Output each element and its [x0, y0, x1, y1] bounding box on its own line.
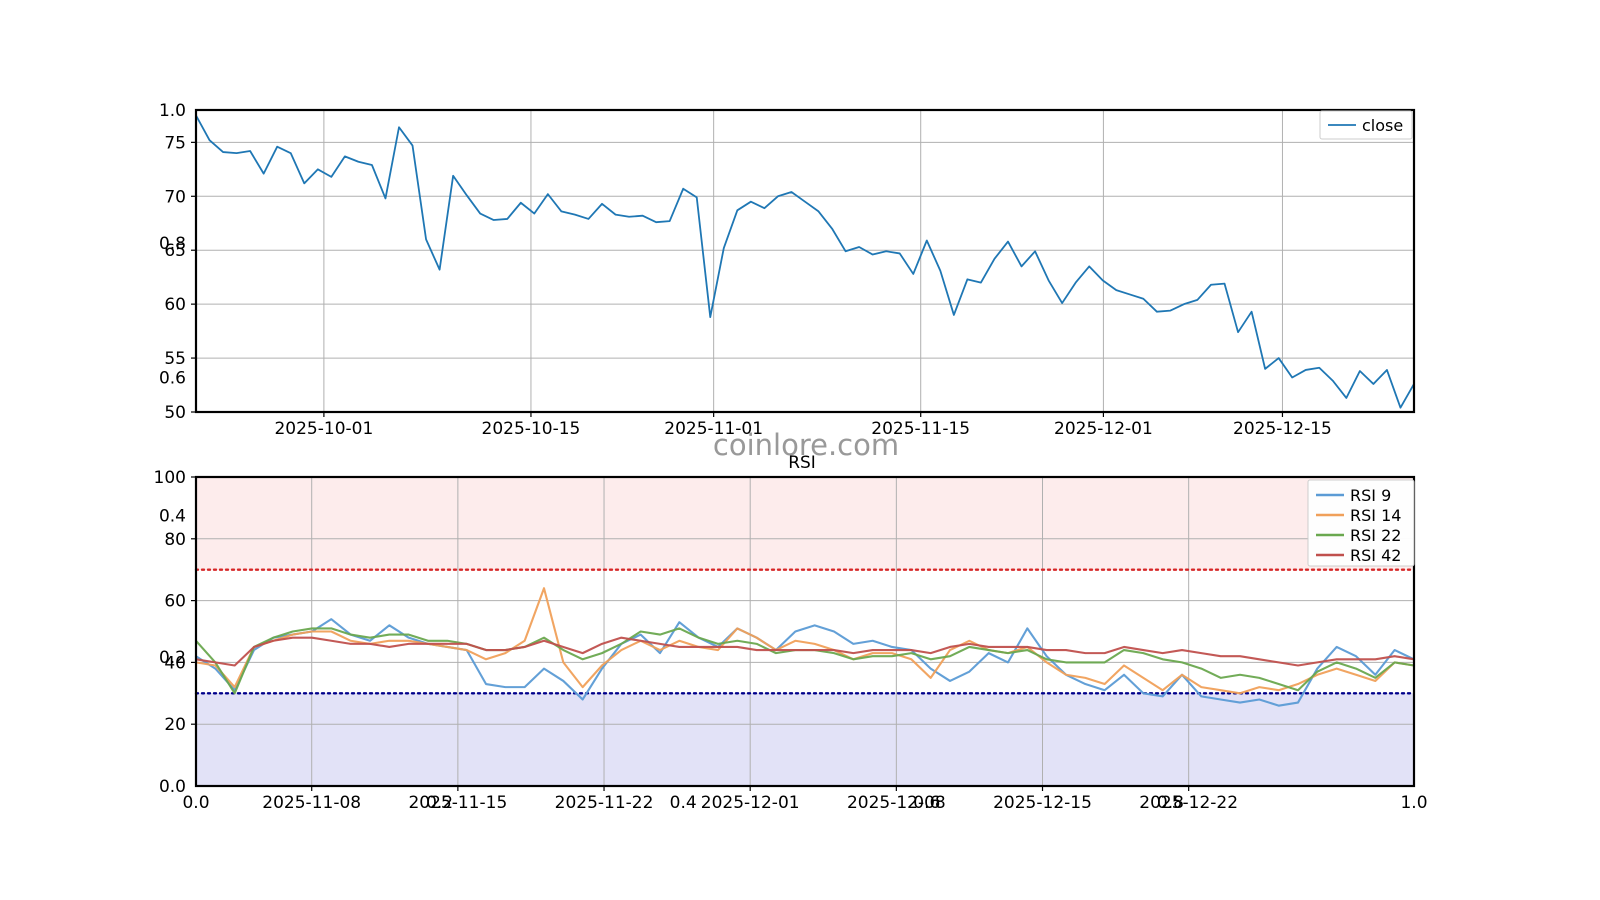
rsi-line-rsi-9: [194, 618, 1416, 707]
price-y-tick-label-overlay: 1.0: [159, 101, 186, 121]
rsi-x-tick-label-overlay: 1.0: [1400, 793, 1427, 813]
price-line-close: [195, 114, 1415, 409]
rsi-y-tick-label: 80: [164, 530, 186, 550]
price-legend[interactable]: [1319, 110, 1413, 140]
rsi-legend[interactable]: [1307, 479, 1415, 567]
price-panel: [191, 108, 1416, 417]
rsi-x-tick-label: 2025-12-15: [993, 793, 1092, 813]
rsi-line-rsi-42: [194, 636, 1416, 667]
rsi-y-tick-label: 20: [164, 715, 186, 735]
rsi-x-tick-label: 2025-12-08: [847, 793, 946, 813]
rsi-band-oversold: [196, 693, 1414, 786]
rsi-x-tick-label-overlay: 0.0: [182, 793, 209, 813]
rsi-y-tick-label: 60: [164, 592, 186, 612]
price-y-tick-label-overlay: 0.8: [159, 234, 186, 254]
price-y-tick-label: 65: [164, 241, 186, 261]
price-legend-box: [1319, 110, 1413, 140]
price-plot-background: [196, 110, 1414, 412]
price-y-tick-label: 50: [164, 403, 186, 423]
price-x-tick-label: 2025-12-01: [1054, 419, 1153, 439]
rsi-title: RSI: [788, 453, 816, 473]
rsi-line-rsi-14: [194, 587, 1416, 695]
rsi-x-tick-label: 2025-12-22: [1139, 793, 1238, 813]
rsi-band-overbought: [196, 477, 1414, 570]
rsi-x-tick-label-overlay: 0.8: [1157, 793, 1184, 813]
rsi-x-tick-label-overlay: 0.6: [913, 793, 940, 813]
watermark-text: coinlore.com: [713, 428, 899, 462]
rsi-axes-frame: [194, 475, 1416, 788]
price-y-tick-label: 75: [164, 133, 186, 153]
price-axes-frame: [194, 108, 1416, 414]
price-x-tick-label: 2025-11-15: [871, 419, 970, 439]
price-y-tick-label: 55: [164, 349, 186, 369]
price-y-tick-label: 60: [164, 295, 186, 315]
rsi-x-tick-label: 2025-11-15: [408, 793, 507, 813]
rsi-x-tick-label-overlay: 0.2: [426, 793, 453, 813]
rsi-legend-box: [1307, 479, 1415, 567]
rsi-legend-label-rsi-42: RSI 42: [1350, 546, 1401, 565]
rsi-x-tick-label: 2025-11-08: [262, 793, 361, 813]
price-x-tick-label: 2025-10-01: [274, 419, 373, 439]
price-legend-label-close: close: [1362, 116, 1403, 135]
price-y-tick-label: 70: [164, 187, 186, 207]
price-y-tick-label-overlay: 0.6: [159, 368, 186, 388]
rsi-panel: [191, 475, 1416, 791]
price-x-tick-label: 2025-12-15: [1233, 419, 1332, 439]
rsi-x-tick-label-overlay: 0.4: [670, 793, 697, 813]
rsi-y-tick-label-overlay: 0.0: [159, 777, 186, 797]
rsi-legend-label-rsi-14: RSI 14: [1350, 506, 1401, 525]
rsi-y-tick-label: 40: [164, 653, 186, 673]
rsi-legend-label-rsi-22: RSI 22: [1350, 526, 1401, 545]
rsi-y-tick-label-overlay: 0.4: [159, 507, 186, 527]
rsi-y-tick-label: 100: [154, 468, 186, 488]
rsi-x-tick-label: 2025-12-01: [701, 793, 800, 813]
rsi-legend-label-rsi-9: RSI 9: [1350, 486, 1391, 505]
price-x-tick-label: 2025-10-15: [482, 419, 581, 439]
rsi-x-tick-label: 2025-11-22: [555, 793, 654, 813]
rsi-y-tick-label-overlay: 0.2: [159, 648, 186, 668]
price-x-tick-label: 2025-11-01: [664, 419, 763, 439]
